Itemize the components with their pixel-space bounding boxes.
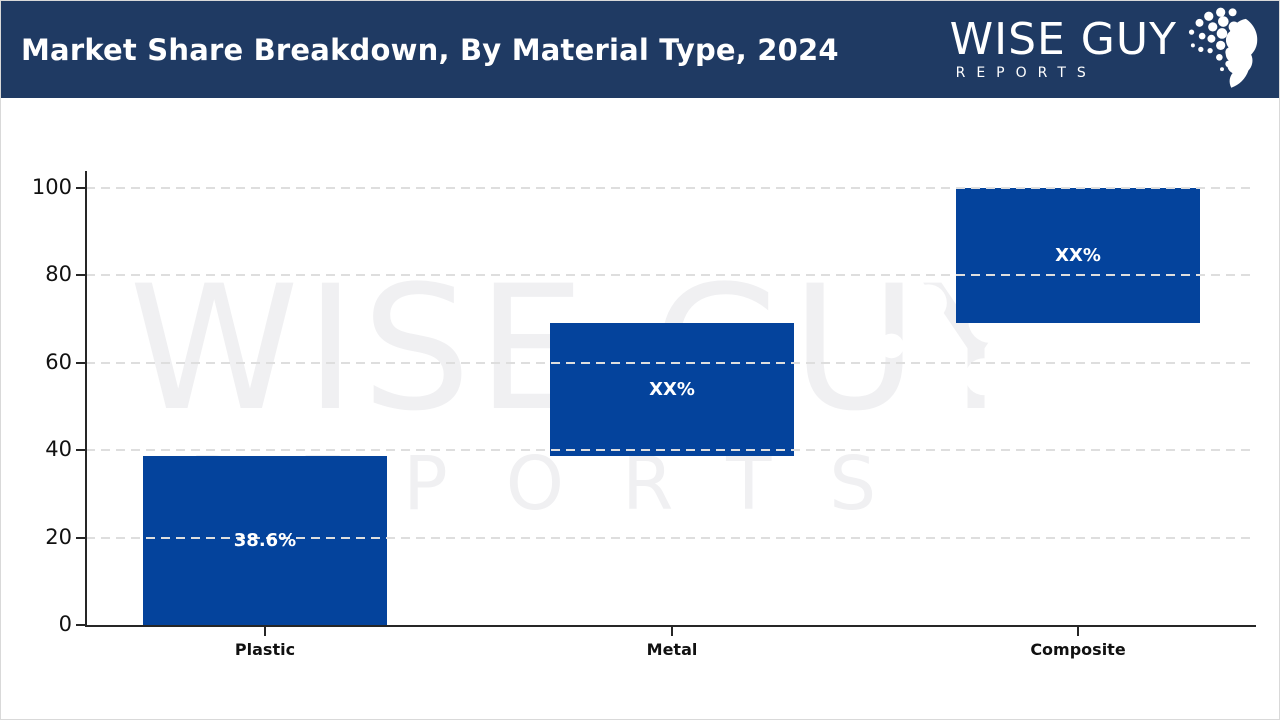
- y-axis-tick: [76, 536, 85, 539]
- bar-metal: [550, 323, 794, 457]
- bar-plastic: [143, 456, 387, 625]
- logo-text: WISE GUY REPORTS: [949, 14, 1177, 82]
- bar-value-label: XX%: [1055, 244, 1101, 266]
- y-axis-tick: [76, 274, 85, 277]
- y-axis-tick: [76, 361, 85, 364]
- y-axis-tick: [76, 187, 85, 189]
- y-axis-tick-label: 100: [31, 175, 72, 199]
- x-axis-tick: [1077, 627, 1079, 636]
- logo-subtext: REPORTS: [955, 65, 1097, 81]
- y-axis-tick: [76, 624, 85, 626]
- y-axis-tick-label: 60: [45, 349, 72, 374]
- y-axis-tick-label: 80: [45, 262, 72, 287]
- x-axis-category-label: Plastic: [234, 640, 296, 659]
- x-axis-category-label: Metal: [646, 640, 698, 659]
- wise-guy-reports-logo: WISE GUY REPORTS: [950, 7, 1265, 93]
- gridline: [86, 274, 1255, 277]
- gridline: [86, 536, 1255, 539]
- x-axis-tick: [264, 627, 266, 636]
- y-axis-line: [85, 171, 87, 627]
- gridline: [86, 449, 1255, 452]
- logo-wordmark: WISE GUY: [949, 14, 1177, 65]
- y-axis-tick-label: 20: [45, 524, 72, 549]
- bar-value-label: 38.6%: [233, 529, 297, 551]
- y-axis-tick-label: 40: [45, 437, 72, 462]
- chart-title: Market Share Breakdown, By Material Type…: [21, 32, 839, 67]
- x-axis-line: [85, 625, 1256, 627]
- bar-value-label: XX%: [649, 378, 695, 400]
- y-axis-tick: [76, 449, 85, 452]
- x-axis-tick: [671, 627, 673, 636]
- bar-composite: [956, 188, 1200, 324]
- gridline: [86, 187, 1255, 189]
- logo-face-icon: [1188, 7, 1258, 88]
- gridline: [86, 361, 1255, 364]
- header-bar: Market Share Breakdown, By Material Type…: [1, 1, 1279, 98]
- x-axis-category-label: Composite: [1030, 640, 1126, 659]
- y-axis-tick-label: 0: [58, 612, 72, 636]
